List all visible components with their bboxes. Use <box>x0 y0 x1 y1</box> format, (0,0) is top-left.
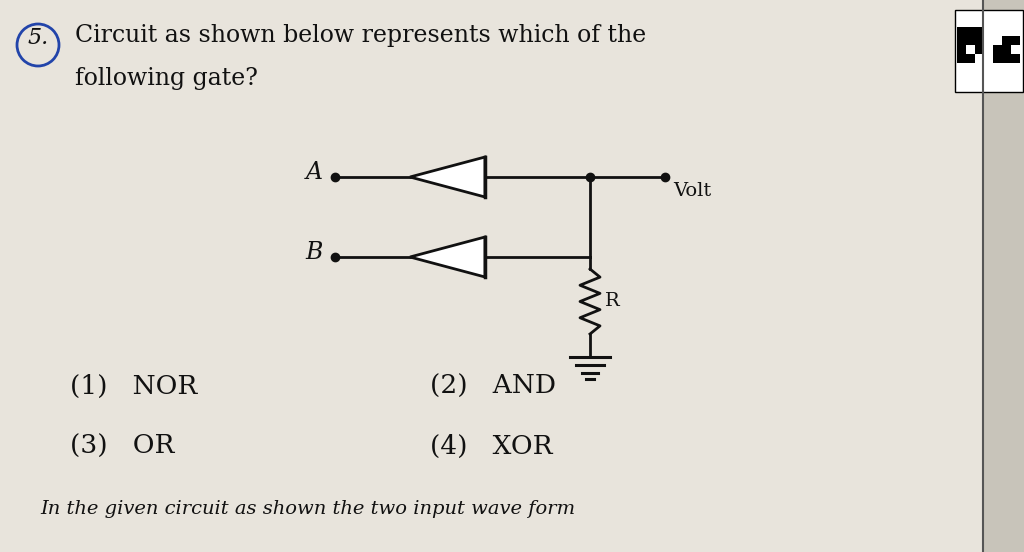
Text: In the given circuit as shown the two input wave form: In the given circuit as shown the two in… <box>40 500 575 518</box>
Bar <box>957 45 966 54</box>
Bar <box>955 10 1023 92</box>
Bar <box>975 45 984 54</box>
Text: (2)   AND: (2) AND <box>430 374 556 399</box>
Bar <box>966 45 975 54</box>
Bar <box>983 0 1024 552</box>
Bar <box>975 45 984 54</box>
Bar <box>1002 45 1011 54</box>
Bar <box>975 36 984 45</box>
Bar <box>957 27 966 36</box>
Polygon shape <box>410 157 485 197</box>
Bar <box>957 36 966 45</box>
Bar <box>957 45 966 54</box>
Bar <box>1002 54 1011 63</box>
Text: R: R <box>605 293 620 310</box>
Bar <box>975 36 984 45</box>
Text: B: B <box>305 241 323 264</box>
Bar <box>975 27 984 36</box>
Text: Circuit as shown below represents which of the: Circuit as shown below represents which … <box>75 24 646 47</box>
Bar <box>993 45 1002 54</box>
Bar <box>993 54 1002 63</box>
Bar <box>1011 54 1020 63</box>
Bar <box>966 54 975 63</box>
Text: (1)   NOR: (1) NOR <box>70 374 198 399</box>
Text: A: A <box>306 162 323 184</box>
Bar <box>966 36 975 45</box>
Bar <box>957 54 966 63</box>
Text: following gate?: following gate? <box>75 67 258 90</box>
Bar <box>966 36 975 45</box>
Text: (3)   OR: (3) OR <box>70 434 174 459</box>
Bar <box>1011 36 1020 45</box>
Bar <box>966 45 975 54</box>
Bar <box>1002 36 1011 45</box>
Text: (4)   XOR: (4) XOR <box>430 434 553 459</box>
Bar <box>966 27 975 36</box>
Text: Volt: Volt <box>673 182 712 200</box>
Polygon shape <box>410 237 485 277</box>
Text: 5.: 5. <box>28 27 48 49</box>
